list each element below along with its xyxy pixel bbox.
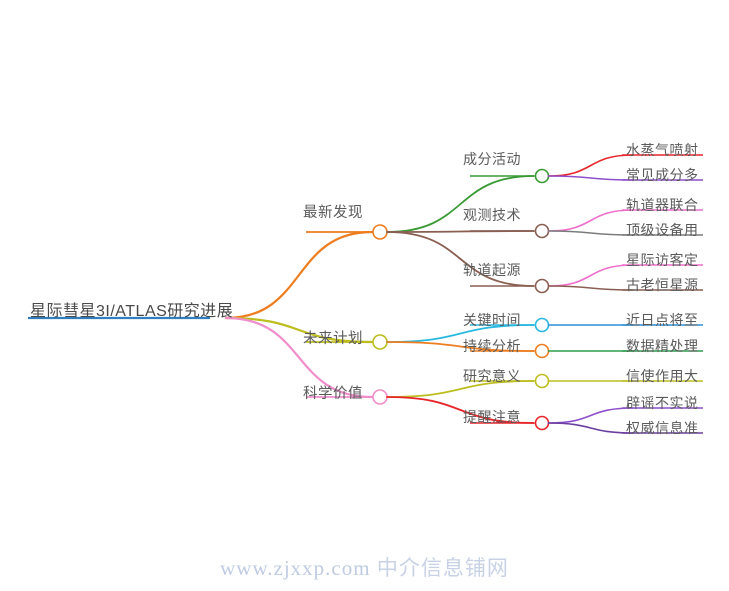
node-bullet[interactable] xyxy=(534,343,550,359)
branch-node-2[interactable]: 未来计划 xyxy=(303,331,363,347)
node-bullet[interactable] xyxy=(372,334,388,350)
watermark: www.zjxxp.com 中介信息铺网 xyxy=(0,552,729,582)
subnode-2-2[interactable]: 持续分析 xyxy=(463,338,521,354)
leaf-3-2-1[interactable]: 辟谣不实说 xyxy=(626,395,699,411)
node-bullet[interactable] xyxy=(534,278,550,294)
node-bullet[interactable] xyxy=(534,223,550,239)
leaf-1-1-1[interactable]: 水蒸气喷射 xyxy=(626,142,699,158)
branch-node-3[interactable]: 科学价值 xyxy=(303,386,363,402)
watermark-site-name: 中介信息铺网 xyxy=(376,557,509,580)
connector xyxy=(386,231,535,287)
connector xyxy=(547,264,634,287)
connector xyxy=(224,230,374,320)
connector xyxy=(547,209,634,232)
subnode-3-2[interactable]: 提醒注意 xyxy=(463,409,521,425)
leaf-3-2-2[interactable]: 权威信息准 xyxy=(626,420,699,436)
leaf-1-3-1[interactable]: 星际访客定 xyxy=(626,252,699,268)
watermark-url: www.zjxxp.com xyxy=(220,556,371,580)
node-bullet[interactable] xyxy=(534,373,550,389)
leaf-1-2-1[interactable]: 轨道器联合 xyxy=(626,197,699,213)
subnode-1-1[interactable]: 成分活动 xyxy=(463,151,521,167)
connector xyxy=(547,230,634,236)
branch-node-1[interactable]: 最新发现 xyxy=(303,205,363,221)
connector xyxy=(386,175,535,233)
connector xyxy=(224,316,374,344)
connector xyxy=(386,396,535,424)
node-bullet[interactable] xyxy=(372,389,388,405)
subnode-2-1[interactable]: 关键时间 xyxy=(463,312,521,328)
node-bullet[interactable] xyxy=(534,415,550,431)
leaf-3-1-1[interactable]: 信使作用大 xyxy=(626,368,699,384)
connector xyxy=(547,154,634,177)
leaf-1-3-2[interactable]: 古老恒星源 xyxy=(626,277,699,293)
node-bullet[interactable] xyxy=(534,317,550,333)
connector xyxy=(224,316,374,399)
connector xyxy=(547,407,634,424)
connector xyxy=(547,285,634,291)
subnode-1-2[interactable]: 观测技术 xyxy=(463,207,521,223)
connector xyxy=(547,422,634,434)
subnode-3-1[interactable]: 研究意义 xyxy=(463,368,521,384)
root-node-label[interactable]: 星际彗星3I/ATLAS研究进展 xyxy=(30,303,234,320)
leaf-1-1-2[interactable]: 常见成分多 xyxy=(626,167,699,183)
subnode-1-3[interactable]: 轨道起源 xyxy=(463,262,521,278)
leaf-2-2-1[interactable]: 数据精处理 xyxy=(626,338,699,354)
leaf-2-1-1[interactable]: 近日点将至 xyxy=(626,312,699,328)
node-bullet[interactable] xyxy=(534,168,550,184)
connector xyxy=(547,175,634,181)
node-bullet[interactable] xyxy=(372,224,388,240)
leaf-1-2-2[interactable]: 顶级设备用 xyxy=(626,222,699,238)
